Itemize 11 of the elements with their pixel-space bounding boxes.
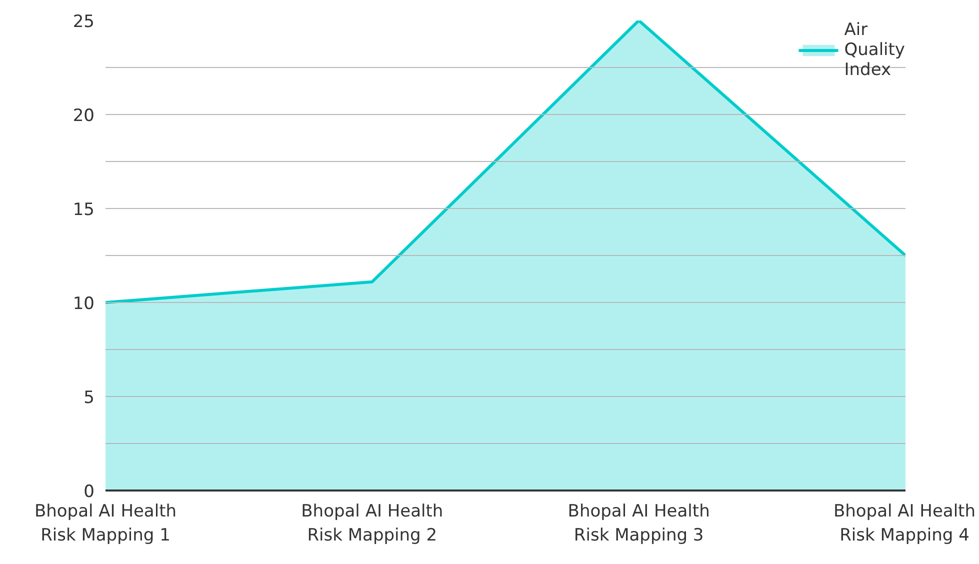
y-tick-label: 25 (72, 12, 95, 32)
x-tick-label: Bhopal AI Health Risk Mapping 1 (34, 502, 177, 546)
y-tick-label: 10 (72, 294, 95, 314)
y-tick-label: 0 (84, 482, 95, 502)
x-tick-label: Bhopal AI Health Risk Mapping 3 (568, 502, 710, 546)
y-tick-label: 5 (84, 388, 95, 408)
x-tick-label: Bhopal AI Health Risk Mapping 4 (833, 502, 976, 546)
legend-label: Air Quality Index (844, 20, 905, 80)
y-tick-label: 20 (72, 106, 95, 126)
x-tick-label: Bhopal AI Health Risk Mapping 2 (301, 502, 444, 546)
y-tick-label: 15 (72, 200, 95, 220)
